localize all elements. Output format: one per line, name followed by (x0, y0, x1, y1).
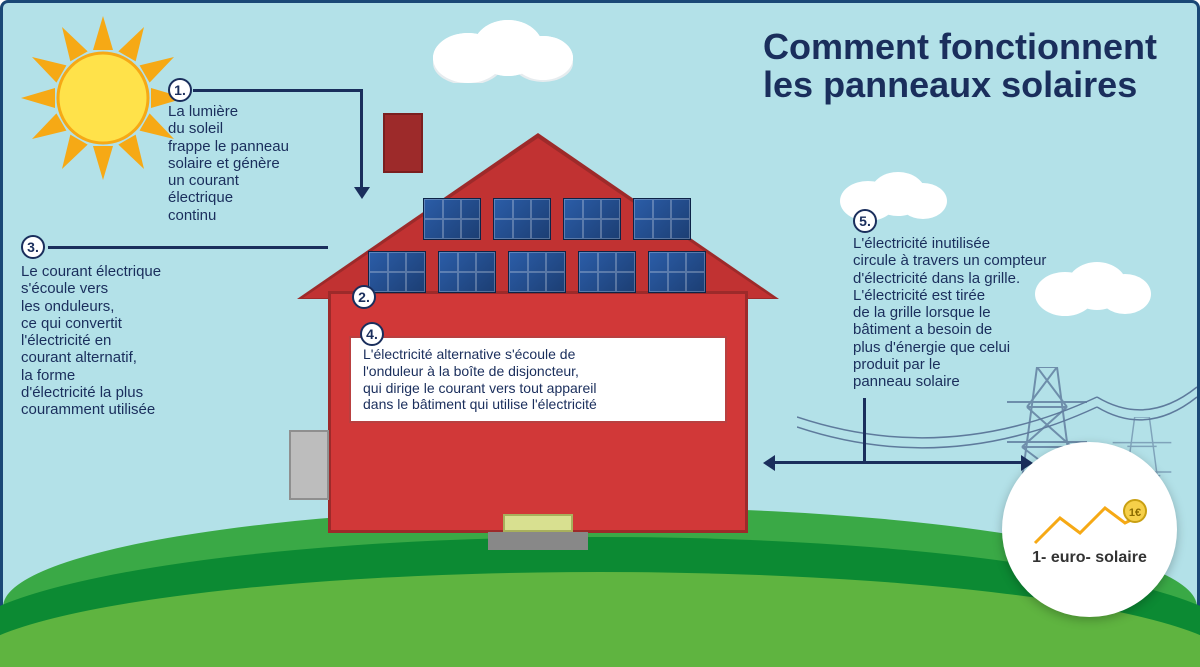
panel-row-1 (423, 198, 691, 240)
solar-panel (368, 251, 426, 293)
step-3-bubble: 3. (21, 235, 45, 259)
step-4-text: L'électricité alternative s'écoule de l'… (363, 346, 597, 412)
solar-panel (633, 198, 691, 240)
panel-row-2 (368, 251, 706, 293)
step-1-bubble: 1. (168, 78, 192, 102)
step-5-bubble: 5. (853, 209, 877, 233)
meter-box (289, 430, 329, 500)
step-4-panel: L'électricité alternative s'écoule de l'… (349, 336, 727, 423)
arrow-3 (48, 246, 328, 249)
logo-badge: 1€ 1- euro- solaire (1002, 442, 1177, 617)
cloud-1 (423, 13, 583, 83)
step-1-text: La lumière du soleil frappe le panneau s… (168, 103, 318, 224)
svg-text:1€: 1€ (1128, 507, 1140, 519)
house-illustration: L'électricité alternative s'écoule de l'… (303, 103, 773, 533)
arrow-1-head (354, 187, 370, 199)
title-line-1: Comment fonctionnent (763, 28, 1157, 66)
solar-panel (648, 251, 706, 293)
cloud-2 (833, 168, 953, 223)
logo-icon: 1€ (1030, 493, 1150, 553)
arrow-5-head-l (763, 455, 775, 471)
arrow-1 (193, 89, 363, 92)
step-4-bubble: 4. (360, 322, 384, 346)
solar-panel (493, 198, 551, 240)
solar-panel (563, 198, 621, 240)
page-title: Comment fonctionnent les panneaux solair… (763, 28, 1157, 104)
solar-panel (423, 198, 481, 240)
step-5-text: L'électricité inutilisée circule à trave… (853, 235, 1073, 390)
title-line-2: les panneaux solaires (763, 66, 1157, 104)
logo-text: 1- euro- solaire (1032, 549, 1147, 567)
sun-icon (13, 8, 193, 188)
solar-panel (508, 251, 566, 293)
door-mat (488, 532, 588, 550)
step-3-text: Le courant électrique s'écoule vers les … (21, 263, 201, 418)
arrow-1b (360, 89, 363, 189)
arrow-5 (773, 461, 1023, 464)
arrow-5b (863, 398, 866, 461)
infographic-canvas: Comment fonctionnent les panneaux solair… (0, 0, 1200, 630)
solar-panel (578, 251, 636, 293)
step-2-bubble: 2. (352, 285, 376, 309)
door-step (503, 514, 573, 532)
solar-panel (438, 251, 496, 293)
